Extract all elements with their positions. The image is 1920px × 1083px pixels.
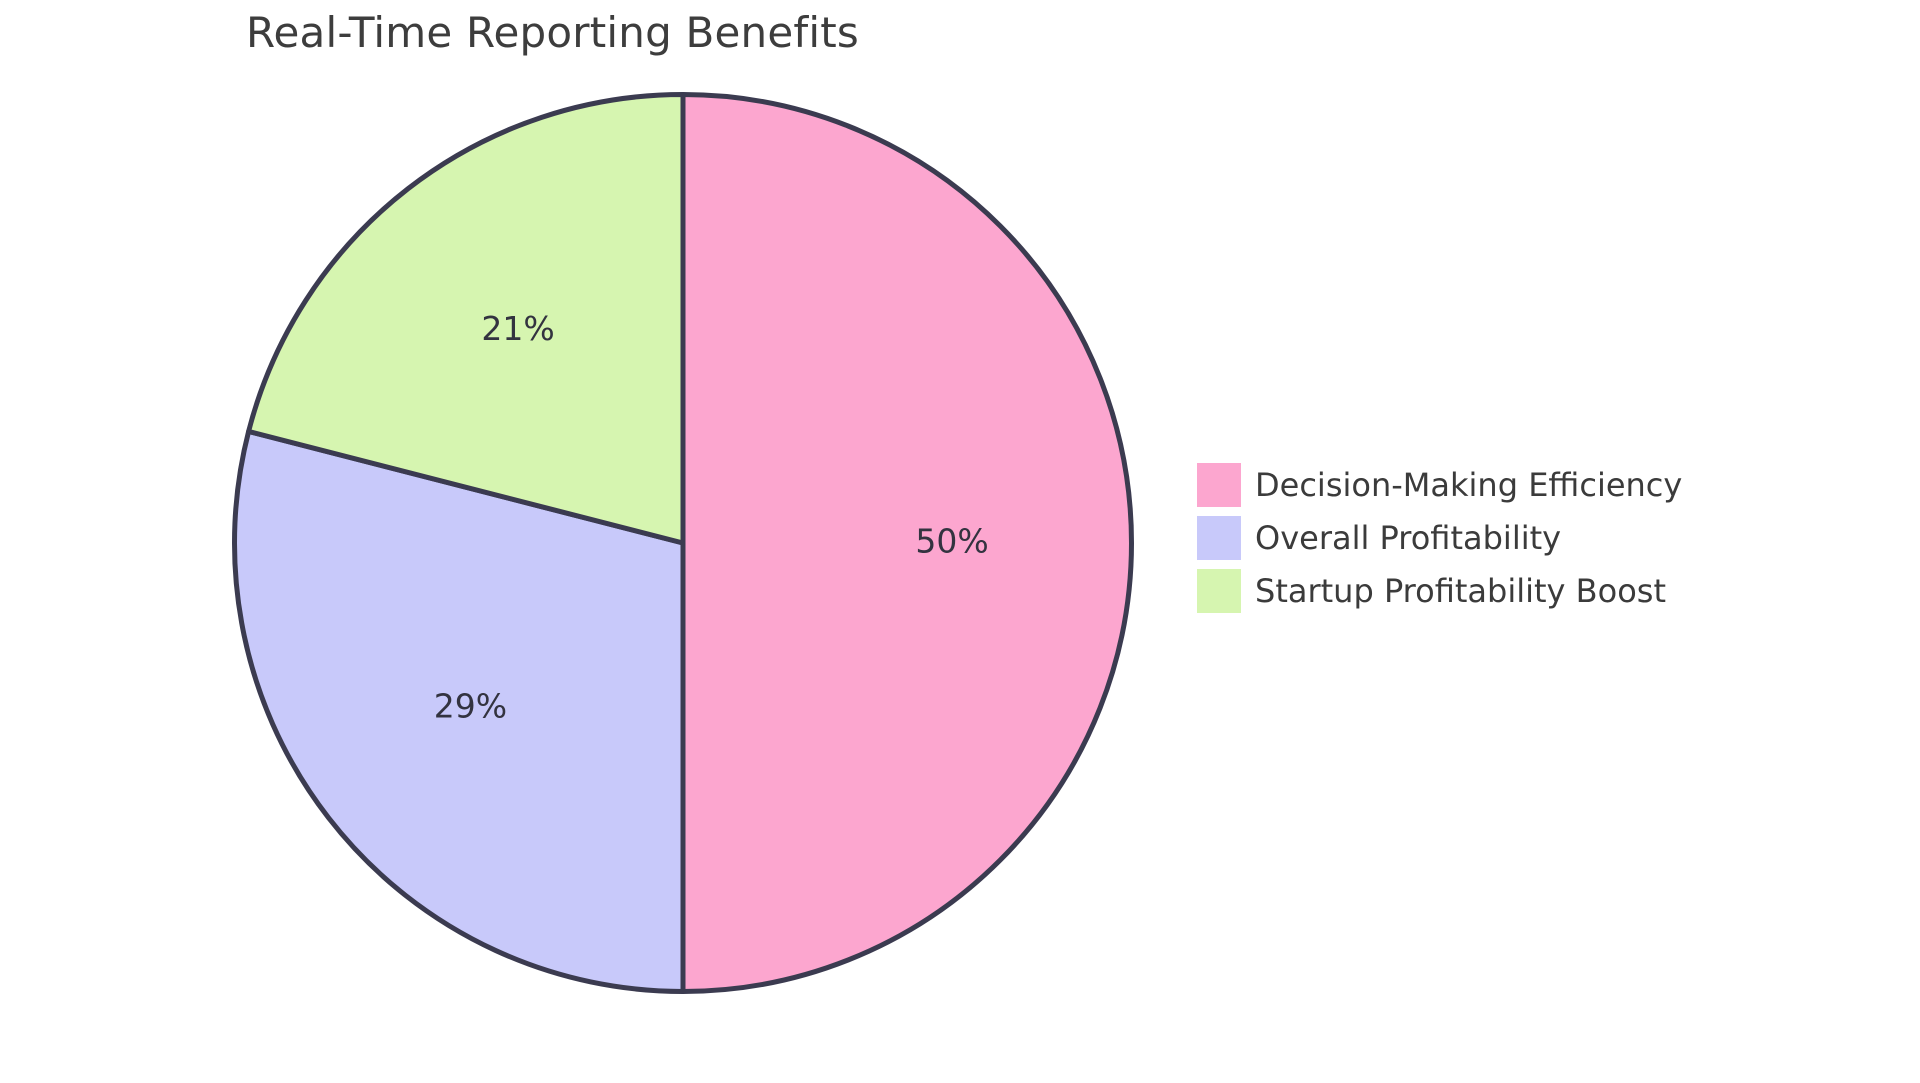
legend-label: Overall Profitability bbox=[1255, 518, 1562, 557]
legend-item[interactable]: Startup Profitability Boost bbox=[1197, 564, 1717, 617]
legend-item[interactable]: Decision-Making Efficiency bbox=[1197, 458, 1717, 511]
legend-swatch-decision-making-efficiency bbox=[1197, 462, 1241, 507]
pie-slice-percent-label: 50% bbox=[915, 522, 988, 561]
legend-swatch-startup-profitability-boost bbox=[1197, 568, 1241, 613]
legend-label: Decision-Making Efficiency bbox=[1255, 465, 1683, 504]
pie-slice-percent-label: 21% bbox=[481, 309, 554, 348]
pie-slices bbox=[232, 92, 1134, 994]
legend: Decision-Making Efficiency Overall Profi… bbox=[1197, 458, 1717, 617]
legend-swatch-overall-profitability bbox=[1197, 515, 1241, 560]
pie-chart-svg: 50% 29% 21% bbox=[232, 92, 1134, 994]
pie-slice[interactable] bbox=[232, 428, 686, 994]
page-title: Real-Time Reporting Benefits bbox=[245, 8, 860, 57]
legend-item[interactable]: Overall Profitability bbox=[1197, 511, 1717, 564]
pie-slice[interactable] bbox=[246, 92, 686, 546]
legend-label: Startup Profitability Boost bbox=[1255, 571, 1666, 610]
pie-slice-percent-label: 29% bbox=[434, 686, 507, 725]
pie-slice-labels: 50% 29% 21% bbox=[434, 309, 989, 726]
pie-slice[interactable] bbox=[680, 92, 1134, 994]
pie-chart: 50% 29% 21% bbox=[232, 92, 1134, 994]
